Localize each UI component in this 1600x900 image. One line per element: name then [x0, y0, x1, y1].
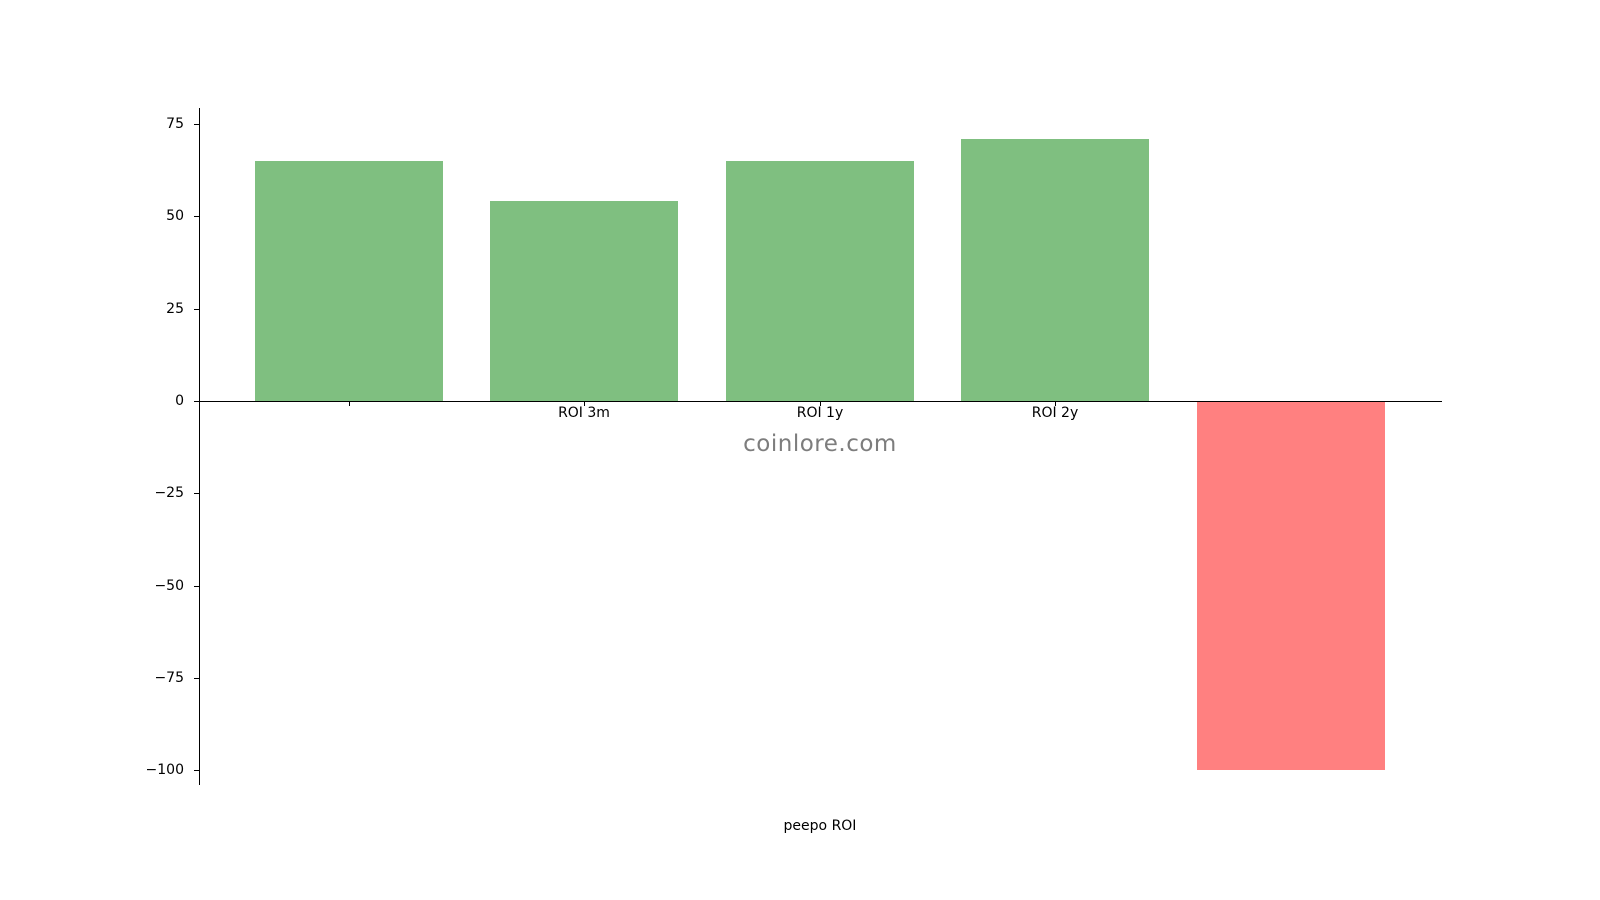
bar-positive — [490, 201, 678, 401]
bar-negative — [1197, 400, 1385, 771]
watermark: coinlore.com — [743, 431, 897, 457]
x-axis-tick-label: ROI 3m — [558, 404, 610, 421]
y-axis-tick-label: 75 — [166, 115, 184, 132]
y-axis-tick — [194, 770, 199, 772]
bar-positive — [961, 138, 1149, 401]
y-axis-tick-label: −50 — [154, 577, 184, 594]
x-axis-title: peepo ROI — [783, 818, 857, 834]
x-axis-tick — [820, 400, 821, 406]
y-axis-tick — [194, 677, 199, 679]
y-axis-tick-label: 25 — [166, 300, 184, 317]
y-axis-tick — [194, 400, 199, 402]
x-axis-tick — [349, 400, 350, 406]
y-axis-spine — [199, 108, 200, 785]
x-axis-spine — [199, 400, 1442, 402]
plot-area: coinlore.com ROI 3m ROI 1y ROI 2y 75 50 25 0 −2… — [146, 108, 1442, 785]
y-axis-tick-label: −25 — [154, 485, 184, 502]
y-axis-tick — [194, 308, 199, 310]
y-axis-tick — [194, 216, 199, 218]
bar-positive — [255, 160, 443, 401]
x-axis-tick — [584, 400, 585, 406]
bar-positive — [726, 160, 914, 401]
y-axis-tick-label: −100 — [145, 762, 184, 779]
y-axis-tick-label: 50 — [166, 208, 184, 225]
x-axis-tick — [1055, 400, 1056, 406]
y-axis-tick — [194, 585, 199, 587]
y-axis-tick-label: −75 — [154, 669, 184, 686]
x-axis-tick-label: ROI 2y — [1031, 404, 1079, 421]
y-axis-tick — [194, 123, 199, 125]
x-axis-tick-label: ROI 1y — [796, 404, 844, 421]
y-axis-tick-label: 0 — [175, 392, 184, 409]
y-axis-tick — [194, 493, 199, 495]
